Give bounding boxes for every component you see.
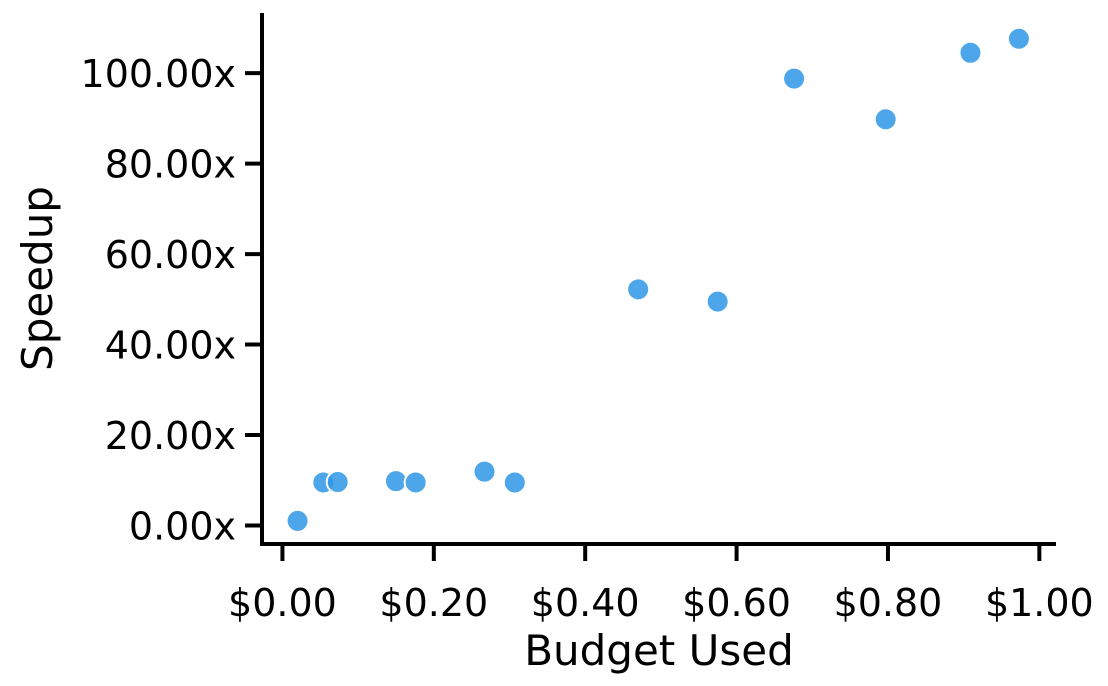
y-axis-label: Speedup xyxy=(13,186,62,371)
y-tick-label: 100.00x xyxy=(81,52,236,96)
data-point xyxy=(782,66,807,91)
x-tick-label: $0.60 xyxy=(682,581,791,625)
data-point xyxy=(325,470,350,495)
data-point xyxy=(383,469,408,494)
y-tick-label: 0.00x xyxy=(129,504,236,548)
x-tick-label: $0.20 xyxy=(379,581,488,625)
x-axis-label: Budget Used xyxy=(524,626,794,675)
x-tick-label: $0.80 xyxy=(834,581,943,625)
data-point xyxy=(1006,26,1031,51)
data-point xyxy=(626,277,651,302)
data-point xyxy=(472,459,497,484)
y-tick-label: 80.00x xyxy=(105,143,236,187)
x-tick-label: $0.00 xyxy=(228,581,337,625)
y-tick-label: 60.00x xyxy=(105,233,236,277)
y-tick-label: 40.00x xyxy=(105,324,236,368)
y-tick-label: 20.00x xyxy=(105,414,236,458)
data-point xyxy=(873,107,898,132)
data-points xyxy=(285,26,1031,533)
data-point xyxy=(285,508,310,533)
data-point xyxy=(705,289,730,314)
x-tick-label: $0.40 xyxy=(531,581,640,625)
tick-labels: $0.00 $0.20 $0.40 $0.60 $0.80 $1.00 0.00x 20.00… xyxy=(81,52,1094,625)
axis-spines xyxy=(260,13,1056,546)
data-point xyxy=(403,470,428,495)
data-point xyxy=(502,470,527,495)
x-tick-label: $1.00 xyxy=(985,581,1094,625)
data-point xyxy=(958,40,983,65)
tick-marks xyxy=(245,71,1042,561)
